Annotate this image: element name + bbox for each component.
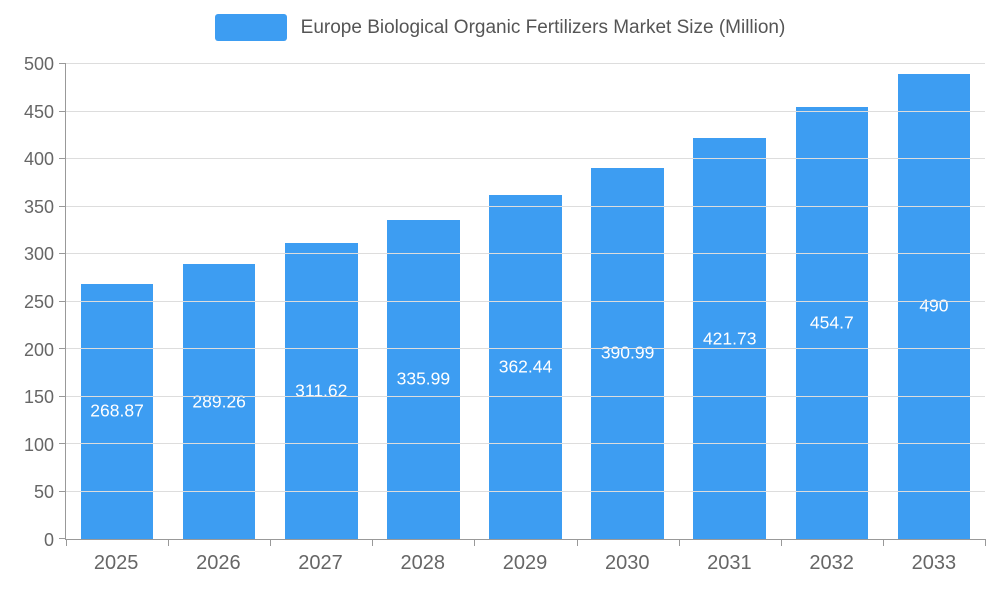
gridline <box>66 443 985 444</box>
plot-area: 268.87 289.26 311.62 335.99 362.44 390.99 421.… <box>59 63 986 546</box>
bar-value-label: 421.73 <box>702 328 757 349</box>
bars-container: 268.87 289.26 311.62 335.99 362.44 390.99 421.… <box>66 64 985 539</box>
gridline <box>66 158 985 159</box>
y-axis-label: 0 <box>43 530 54 550</box>
y-tick <box>59 490 66 492</box>
x-tick <box>66 539 67 546</box>
y-axis-label: 500 <box>23 54 54 74</box>
y-tick <box>59 300 66 302</box>
bar-slot: 362.44 <box>474 64 576 539</box>
y-tick <box>59 538 66 539</box>
y-axis-label: 50 <box>33 482 54 503</box>
x-axis: 2025 2026 2027 2028 2029 2030 2031 2032 2033 <box>65 552 985 575</box>
gridline <box>66 300 985 302</box>
bar[interactable]: 490 <box>897 73 971 539</box>
y-axis-label: 450 <box>23 101 54 122</box>
y-tick <box>59 63 66 64</box>
x-axis-label: 2033 <box>911 552 957 574</box>
bar[interactable]: 268.87 <box>80 283 154 539</box>
gridline <box>66 205 985 207</box>
bar-value-label: 268.87 <box>90 400 144 421</box>
y-axis-label: 350 <box>23 196 54 217</box>
bar[interactable]: 311.62 <box>285 242 358 539</box>
bar[interactable]: 289.26 <box>182 264 256 539</box>
y-axis-label: 400 <box>23 149 54 170</box>
bar-slot: 454.7 <box>781 64 883 539</box>
bar-value-label: 289.26 <box>192 391 246 412</box>
x-tick <box>474 539 476 546</box>
gridline <box>66 395 985 397</box>
bar-value-label: 490 <box>919 295 949 316</box>
y-axis-label: 300 <box>23 244 54 265</box>
gridline <box>66 490 985 492</box>
x-tick <box>168 539 170 546</box>
bar-value-label: 454.7 <box>809 312 854 333</box>
gridline <box>66 253 985 254</box>
y-tick <box>59 443 66 444</box>
legend-swatch[interactable] <box>214 14 287 41</box>
x-tick <box>678 539 680 546</box>
bar-slot: 289.26 <box>168 64 270 539</box>
bar[interactable]: 421.73 <box>693 138 766 539</box>
x-tick <box>985 539 986 546</box>
x-axis-label: 2028 <box>400 552 446 574</box>
bar[interactable]: 390.99 <box>591 167 664 539</box>
bar-slot: 335.99 <box>372 64 474 539</box>
bar-slot: 421.73 <box>679 64 781 539</box>
bar-value-label: 390.99 <box>600 342 655 363</box>
legend[interactable]: Europe Biological Organic Fertilizers Ma… <box>0 14 1000 41</box>
chart-title: Europe Biological Organic Fertilizers Ma… <box>300 16 786 38</box>
bar-slot: 490 <box>883 64 985 539</box>
bar[interactable]: 335.99 <box>387 219 460 539</box>
x-axis-label: 2026 <box>196 552 241 574</box>
bar-value-label: 335.99 <box>396 368 451 389</box>
gridline <box>66 110 985 112</box>
x-tick <box>372 539 374 546</box>
y-axis-label: 250 <box>23 292 54 312</box>
gridline <box>66 348 985 349</box>
bar[interactable]: 454.7 <box>795 107 869 539</box>
x-axis-label: 2029 <box>502 552 548 574</box>
y-axis-label: 150 <box>23 387 54 408</box>
y-tick <box>59 348 66 349</box>
x-axis-label: 2032 <box>809 552 854 574</box>
y-tick <box>59 158 66 159</box>
y-tick <box>59 395 66 397</box>
y-axis: 0 50 100 150 200 250 300 350 400 450 500 <box>0 55 58 549</box>
gridline <box>66 63 985 64</box>
bar-slot: 311.62 <box>270 64 372 539</box>
bar-value-label: 311.62 <box>295 380 348 401</box>
y-tick <box>59 205 66 207</box>
bar-slot: 268.87 <box>66 64 168 539</box>
x-axis-label: 2027 <box>298 552 343 574</box>
x-axis-label: 2030 <box>604 552 650 574</box>
bar-value-label: 362.44 <box>498 356 553 377</box>
x-tick <box>780 539 782 546</box>
y-tick <box>59 253 66 254</box>
x-tick <box>576 539 578 546</box>
bar-slot: 390.99 <box>577 64 679 539</box>
y-tick <box>59 110 66 112</box>
y-axis-label: 200 <box>23 339 54 360</box>
x-axis-label: 2025 <box>93 552 139 574</box>
x-tick <box>882 539 884 546</box>
x-axis-label: 2031 <box>707 552 752 574</box>
y-axis-label: 100 <box>23 434 54 455</box>
x-tick <box>270 539 272 546</box>
bar[interactable]: 362.44 <box>489 194 562 539</box>
